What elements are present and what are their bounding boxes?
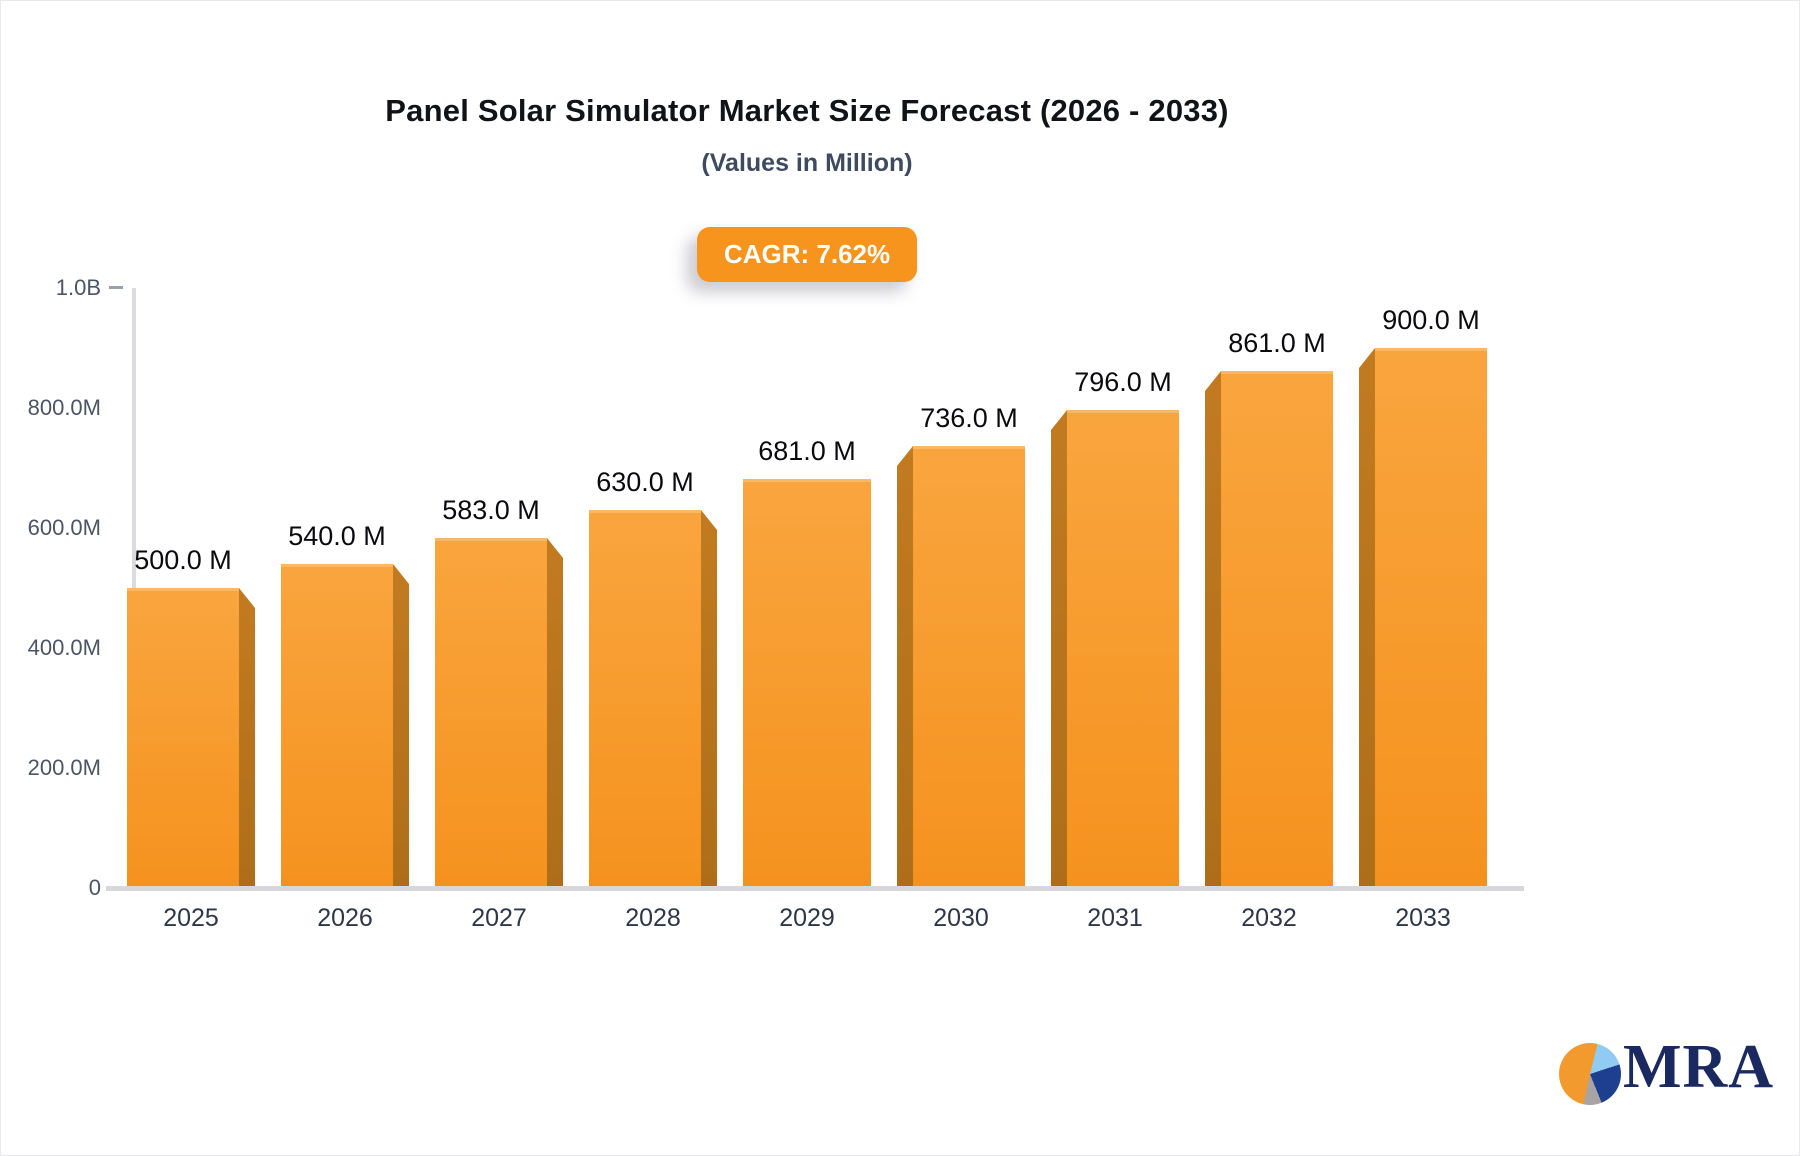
- bar-face: [127, 588, 239, 888]
- y-tick-label: 200.0M: [27, 755, 101, 780]
- bar: 500.0 M: [127, 545, 255, 888]
- bar-value-label: 681.0 M: [758, 436, 856, 466]
- bar-side-face: [393, 584, 409, 888]
- bar: 900.0 M: [1359, 305, 1487, 888]
- cagr-badge: CAGR: 7.62%: [696, 227, 918, 282]
- bar-value-label: 500.0 M: [134, 545, 232, 575]
- bar-face: [589, 510, 701, 888]
- bar-value-label: 736.0 M: [920, 403, 1018, 433]
- bar: 796.0 M: [1051, 367, 1179, 888]
- x-axis-line: [106, 886, 1524, 891]
- bar-top-bevel: [239, 588, 255, 608]
- x-tick-label: 2033: [1395, 904, 1451, 932]
- bar-side-face: [239, 608, 255, 888]
- bar-face: [913, 446, 1025, 888]
- bar-top-bevel: [701, 510, 717, 530]
- bar-value-label: 861.0 M: [1228, 328, 1326, 358]
- bar-value-label: 796.0 M: [1074, 367, 1172, 397]
- bar-side-face: [1051, 430, 1067, 888]
- x-tick-label: 2026: [317, 904, 373, 932]
- bar-side-face: [547, 558, 563, 888]
- x-tick-label: 2027: [471, 904, 527, 932]
- bar-value-label: 540.0 M: [288, 521, 386, 551]
- x-tick-label: 2029: [779, 904, 835, 932]
- y-tick-label: 1.0B: [55, 275, 101, 300]
- bar-top-bevel: [1205, 371, 1221, 391]
- y-tick-mark: [109, 286, 123, 289]
- pie-chart-icon: [1559, 1043, 1621, 1105]
- chart-subtitle: (Values in Million): [701, 149, 913, 177]
- bar-face: [281, 564, 393, 888]
- x-tick-label: 2025: [163, 904, 219, 932]
- cagr-badge-wrap: CAGR: 7.62%: [1, 227, 1613, 282]
- bar: 736.0 M: [897, 403, 1025, 888]
- bar-value-label: 630.0 M: [596, 467, 694, 497]
- bar-top-bevel: [1359, 348, 1375, 368]
- bar-face: [1067, 410, 1179, 888]
- bar-side-face: [1205, 391, 1221, 888]
- logo-text: MRA: [1623, 1033, 1775, 1101]
- bar: 630.0 M: [589, 467, 717, 888]
- bar-top-bevel: [1051, 410, 1067, 430]
- y-tick-label: 600.0M: [27, 515, 101, 540]
- bar: 861.0 M: [1205, 328, 1333, 888]
- bar-top-bevel: [393, 564, 409, 584]
- x-tick-label: 2028: [625, 904, 681, 932]
- bar-top-bevel: [897, 446, 913, 466]
- bar-side-face: [1359, 368, 1375, 888]
- chart-title: Panel Solar Simulator Market Size Foreca…: [385, 93, 1229, 128]
- bar-face: [435, 538, 547, 888]
- bar: 540.0 M: [281, 521, 409, 888]
- y-tick-label: 400.0M: [27, 635, 101, 660]
- bar-top-bevel: [547, 538, 563, 558]
- bar-side-face: [701, 530, 717, 888]
- bar-value-label: 583.0 M: [442, 495, 540, 525]
- x-tick-label: 2031: [1087, 904, 1143, 932]
- bar-face: [1221, 371, 1333, 888]
- bar-side-face: [897, 466, 913, 888]
- bar-face: [1375, 348, 1487, 888]
- x-tick-label: 2032: [1241, 904, 1297, 932]
- bar-face: [743, 479, 871, 888]
- y-tick-label: 0: [88, 875, 101, 900]
- x-tick-label: 2030: [933, 904, 989, 932]
- bar: 681.0 M: [743, 436, 871, 888]
- bar: 583.0 M: [435, 495, 563, 888]
- y-tick-label: 800.0M: [27, 395, 101, 420]
- bar-value-label: 900.0 M: [1382, 305, 1480, 335]
